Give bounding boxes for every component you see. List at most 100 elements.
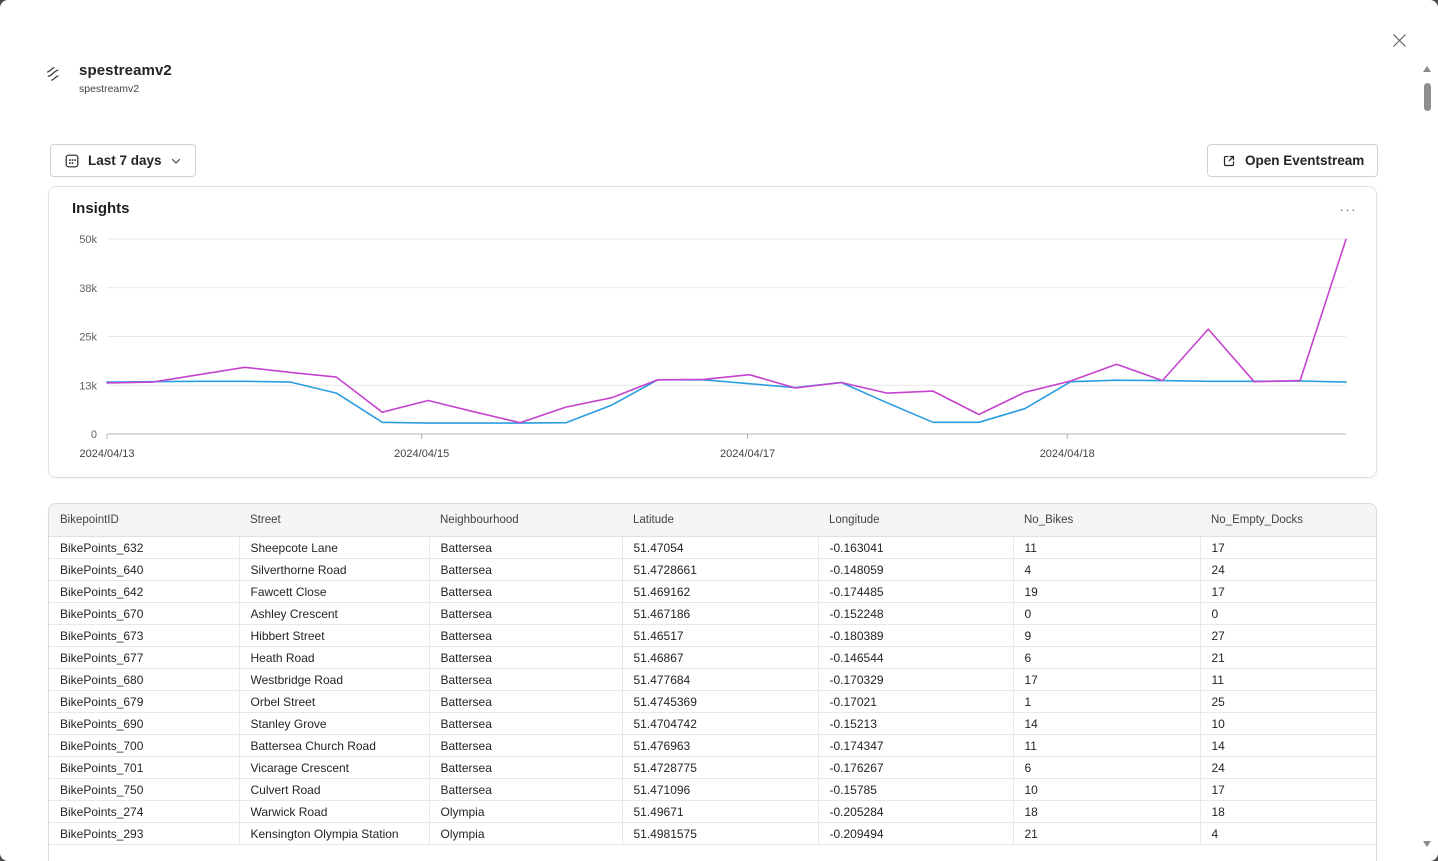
- table-cell: 0: [1199, 602, 1376, 625]
- table-cell: BikePoints_680: [49, 668, 239, 691]
- table-cell: -0.205284: [817, 800, 1013, 823]
- table-cell: 10: [1012, 778, 1200, 801]
- table-card: BikepointID Street Neighbourhood Latitude Lo…: [48, 503, 1377, 861]
- table-cell: -0.174485: [817, 580, 1013, 603]
- table-cell: Kensington Olympia Station: [238, 822, 429, 845]
- table-cell: Westbridge Road: [238, 668, 429, 691]
- table-row: BikePoints_642 Fawcett Close Battersea 51.4…: [49, 580, 1376, 603]
- table-cell: 18: [1199, 800, 1376, 823]
- table-cell: Stanley Grove: [238, 712, 429, 735]
- table-cell: Battersea: [428, 558, 622, 581]
- table-cell: Warwick Road: [238, 800, 429, 823]
- table-cell: Olympia: [428, 822, 622, 845]
- table-row: BikePoints_750 Culvert Road Battersea 51.47…: [49, 778, 1376, 801]
- more-options-button[interactable]: ···: [1336, 200, 1362, 219]
- open-eventstream-label: Open Eventstream: [1245, 153, 1365, 168]
- table-cell: 24: [1199, 756, 1376, 779]
- table-cell: Battersea: [428, 712, 622, 735]
- table-cell: -0.15213: [817, 712, 1013, 735]
- table-cell: 10: [1199, 712, 1376, 735]
- table-cell: BikePoints_673: [49, 624, 239, 647]
- table-cell: Battersea: [428, 778, 622, 801]
- page-title: spestreamv2: [79, 62, 172, 79]
- table-row: BikePoints_679 Orbel Street Battersea 51.47…: [49, 690, 1376, 713]
- table-cell: 11: [1199, 668, 1376, 691]
- table-cell: 17: [1199, 778, 1376, 801]
- table-cell: Silverthorne Road: [238, 558, 429, 581]
- table-cell: -0.163041: [817, 536, 1013, 559]
- svg-text:2024/04/17: 2024/04/17: [720, 448, 775, 460]
- table-cell: -0.146544: [817, 646, 1013, 669]
- table-cell: 9: [1012, 624, 1200, 647]
- table-cell: 17: [1012, 668, 1200, 691]
- table-cell: 51.471096: [621, 778, 818, 801]
- app-header: spestreamv2 spestreamv2: [44, 62, 172, 95]
- table-cell: 4: [1012, 558, 1200, 581]
- close-button[interactable]: [1386, 27, 1412, 53]
- eventstream-icon: [44, 65, 62, 83]
- table-cell: 4: [1199, 822, 1376, 845]
- table-cell: 17: [1199, 580, 1376, 603]
- scroll-up-arrow-icon[interactable]: [1423, 66, 1431, 72]
- table-cell: Battersea: [428, 668, 622, 691]
- scroll-down-arrow-icon[interactable]: [1423, 841, 1431, 847]
- table-cell: Battersea: [428, 734, 622, 757]
- table-cell: 51.4745369: [621, 690, 818, 713]
- svg-text:2024/04/15: 2024/04/15: [394, 448, 449, 460]
- table-cell: BikePoints_701: [49, 756, 239, 779]
- svg-text:2024/04/18: 2024/04/18: [1040, 448, 1095, 460]
- table-cell: Sheepcote Lane: [238, 536, 429, 559]
- svg-text:2024/04/13: 2024/04/13: [79, 448, 134, 460]
- table-cell: -0.15785: [817, 778, 1013, 801]
- table-cell: 51.4728661: [621, 558, 818, 581]
- table-cell: Battersea: [428, 624, 622, 647]
- close-icon: [1392, 33, 1406, 47]
- table-cell: 25: [1199, 690, 1376, 713]
- bikepoints-table: BikepointID Street Neighbourhood Latitude Lo…: [49, 504, 1376, 845]
- column-header: Neighbourhood: [429, 504, 622, 537]
- table-cell: Battersea: [428, 602, 622, 625]
- table-cell: BikePoints_642: [49, 580, 239, 603]
- table-cell: BikePoints_670: [49, 602, 239, 625]
- scrollbar-thumb[interactable]: [1424, 83, 1431, 111]
- table-cell: 27: [1199, 624, 1376, 647]
- table-cell: 6: [1012, 756, 1200, 779]
- table-cell: -0.174347: [817, 734, 1013, 757]
- open-eventstream-button[interactable]: Open Eventstream: [1207, 144, 1379, 177]
- svg-text:38k: 38k: [79, 283, 97, 295]
- table-cell: 21: [1012, 822, 1200, 845]
- table-cell: 51.467186: [621, 602, 818, 625]
- vertical-scrollbar[interactable]: [1420, 60, 1435, 855]
- table-cell: 19: [1012, 580, 1200, 603]
- open-external-icon: [1221, 153, 1237, 169]
- table-cell: 51.49671: [621, 800, 818, 823]
- svg-text:13k: 13k: [79, 380, 97, 392]
- table-row: BikePoints_640 Silverthorne Road Battersea…: [49, 558, 1376, 581]
- table-cell: BikePoints_274: [49, 800, 239, 823]
- column-header: Street: [239, 504, 429, 537]
- table-cell: Ashley Crescent: [238, 602, 429, 625]
- table-cell: Orbel Street: [238, 690, 429, 713]
- table-cell: BikePoints_293: [49, 822, 239, 845]
- table-cell: -0.148059: [817, 558, 1013, 581]
- table-cell: 51.46867: [621, 646, 818, 669]
- table-cell: 14: [1012, 712, 1200, 735]
- table-cell: Heath Road: [238, 646, 429, 669]
- table-row: BikePoints_680 Westbridge Road Battersea 51…: [49, 668, 1376, 691]
- table-cell: Culvert Road: [238, 778, 429, 801]
- time-range-dropdown[interactable]: Last 7 days: [50, 144, 196, 177]
- insights-card: Insights ··· 0 13k 25k 38k 50k 2024/04/13 2024…: [48, 186, 1377, 478]
- table-cell: 51.469162: [621, 580, 818, 603]
- table-cell: -0.152248: [817, 602, 1013, 625]
- chevron-down-icon: [170, 155, 182, 167]
- table-cell: Battersea: [428, 536, 622, 559]
- table-cell: -0.180389: [817, 624, 1013, 647]
- table-row: BikePoints_673 Hibbert Street Battersea 51.…: [49, 624, 1376, 647]
- table-cell: 11: [1012, 536, 1200, 559]
- table-cell: Battersea: [428, 580, 622, 603]
- table-row: BikePoints_677 Heath Road Battersea 51.4686…: [49, 646, 1376, 669]
- svg-text:0: 0: [91, 429, 97, 441]
- svg-text:25k: 25k: [79, 332, 97, 344]
